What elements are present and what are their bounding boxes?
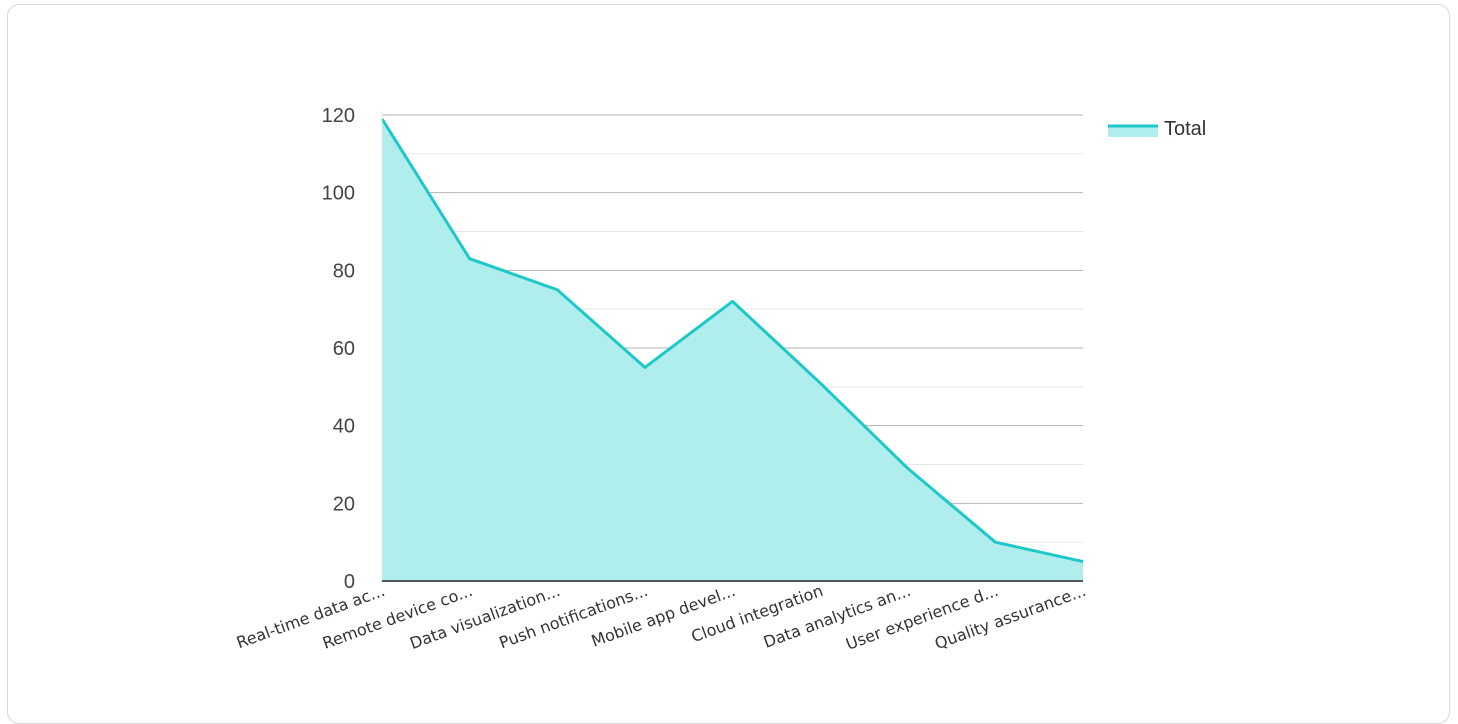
x-tick-label: Push notifications... xyxy=(497,581,651,652)
x-tick-label: Mobile app devel... xyxy=(589,581,738,651)
legend-swatch-fill xyxy=(1108,125,1158,137)
series-line xyxy=(380,118,1084,564)
x-tick-label: Real-time data ac... xyxy=(234,581,388,652)
chart-card: 0 20 40 60 80 100 120 Real-time data ac... Remo… xyxy=(7,4,1450,724)
area-chart: 0 20 40 60 80 100 120 Real-time data ac...Remo… xyxy=(234,105,1206,654)
y-tick-label: 0 xyxy=(344,571,355,593)
series-area-fill xyxy=(382,118,1083,581)
axes xyxy=(381,111,1083,582)
x-tick-label: Data visualization... xyxy=(407,581,562,653)
x-tick-label: User experience d... xyxy=(843,581,1001,654)
x-axis-ticks: Real-time data ac...Remote device co...D… xyxy=(234,581,1089,654)
series-area xyxy=(380,118,1084,581)
y-tick-label: 80 xyxy=(333,260,355,282)
x-tick-label: Quality assurance... xyxy=(932,581,1088,653)
x-tick-label: Data analytics an... xyxy=(761,581,913,652)
legend[interactable]: Total xyxy=(1108,118,1206,140)
y-tick-label: 40 xyxy=(333,416,355,438)
y-tick-label: 60 xyxy=(333,338,355,360)
y-axis-ticks: 0 20 40 60 80 100 120 xyxy=(322,105,355,593)
legend-label-total[interactable]: Total xyxy=(1164,118,1206,140)
y-tick-label: 120 xyxy=(322,105,355,127)
y-tick-label: 20 xyxy=(333,493,355,515)
y-tick-label: 100 xyxy=(322,183,355,205)
